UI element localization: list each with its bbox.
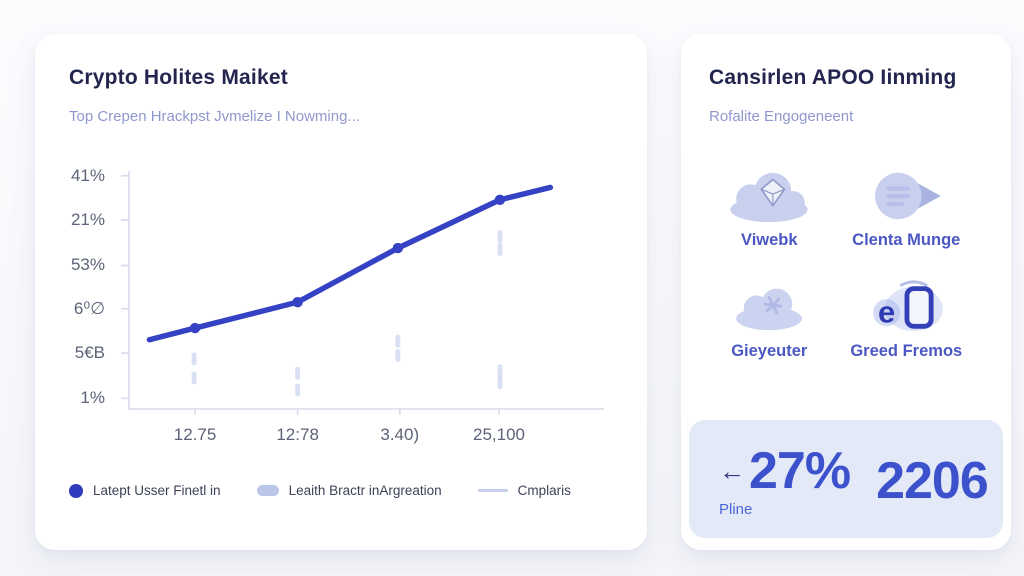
chart-card-title: Crypto Holites Maiket — [69, 66, 288, 89]
x-axis-tick-label: 12.75 — [173, 425, 217, 444]
feature-clenta-munge[interactable]: Clenta Munge — [830, 167, 983, 250]
chart-card: Crypto Holites Maiket Top Crepen Hrackps… — [35, 34, 647, 550]
stat-percent: 27% — [749, 441, 851, 500]
y-axis-tick-label: 21% — [70, 210, 105, 230]
y-axis-tick-label: 5€B — [74, 343, 105, 363]
feature-grid: Viwebk Clenta Munge — [709, 167, 983, 361]
y-axis-tick-label: 1% — [80, 388, 105, 408]
chart-legend: Latept Usser Finetl in Leaith Bractr inA… — [69, 483, 613, 498]
stat-percent-block: ← 27% Pline — [719, 441, 851, 519]
cloud-gem-icon — [730, 172, 808, 223]
summary-card-title: Cansirlen APOO Iinming — [709, 66, 957, 89]
feature-label: Gieyeuter — [731, 342, 808, 360]
legend-dot-icon — [69, 483, 83, 498]
legend-label: Latept Usser Finetl in — [93, 483, 221, 498]
legend-item-scatter-series[interactable]: Leaith Bractr inArgreation — [256, 483, 442, 498]
legend-label: Leaith Bractr inArgreation — [288, 483, 442, 498]
svg-text:e: e — [878, 294, 895, 329]
line-chart: 41% 21% 53% 6⁰∅ 5€B 1% — [69, 165, 613, 417]
y-axis-tick-label: 53% — [70, 255, 105, 275]
x-axis: 12.75 12:78 3.40) 25,100 — [69, 425, 613, 449]
legend-label: Cmplaris — [517, 483, 571, 498]
feature-gieyeuter[interactable]: Gieyeuter — [709, 278, 830, 361]
y-axis-tick-label: 6⁰∅ — [73, 298, 105, 318]
legend-item-compare-series[interactable]: Cmplaris — [477, 483, 571, 498]
y-axis-tick-label: 41% — [70, 165, 105, 185]
legend-item-line-series[interactable]: Latept Usser Finetl in — [69, 483, 221, 498]
feature-label: Clenta Munge — [852, 231, 961, 249]
chart-card-subtitle: Top Crepen Hrackpst Jvmelize I Nowming..… — [69, 108, 360, 125]
stat-label: Pline — [719, 501, 753, 519]
left-arrow-icon: ← — [719, 456, 745, 486]
chat-bubble-icon — [875, 172, 942, 220]
feature-label: Viwebk — [740, 231, 798, 249]
legend-oval-icon — [256, 485, 279, 496]
legend-line-icon — [477, 489, 508, 492]
x-axis-tick-label: 12:78 — [276, 425, 319, 444]
plot-area — [121, 171, 604, 415]
summary-card-subtitle: Rofalite Engogeneent — [709, 108, 854, 125]
phone-icon: e — [873, 280, 943, 332]
feature-viwebk[interactable]: Viwebk — [709, 167, 830, 250]
feature-label: Greed Fremos — [850, 342, 963, 360]
feature-greed-fremos[interactable]: e Greed Fremos — [830, 278, 983, 361]
cloud-icon — [736, 288, 803, 331]
x-axis-tick-label: 25,100 — [473, 425, 526, 444]
stat-card: ← 27% Pline 2206 — [689, 420, 1003, 538]
summary-card: Cansirlen APOO Iinming Rofalite Engogene… — [681, 34, 1011, 550]
stat-value: 2206 — [876, 451, 989, 510]
x-axis-tick-label: 3.40) — [380, 425, 420, 444]
y-axis: 41% 21% 53% 6⁰∅ 5€B 1% — [69, 165, 117, 417]
